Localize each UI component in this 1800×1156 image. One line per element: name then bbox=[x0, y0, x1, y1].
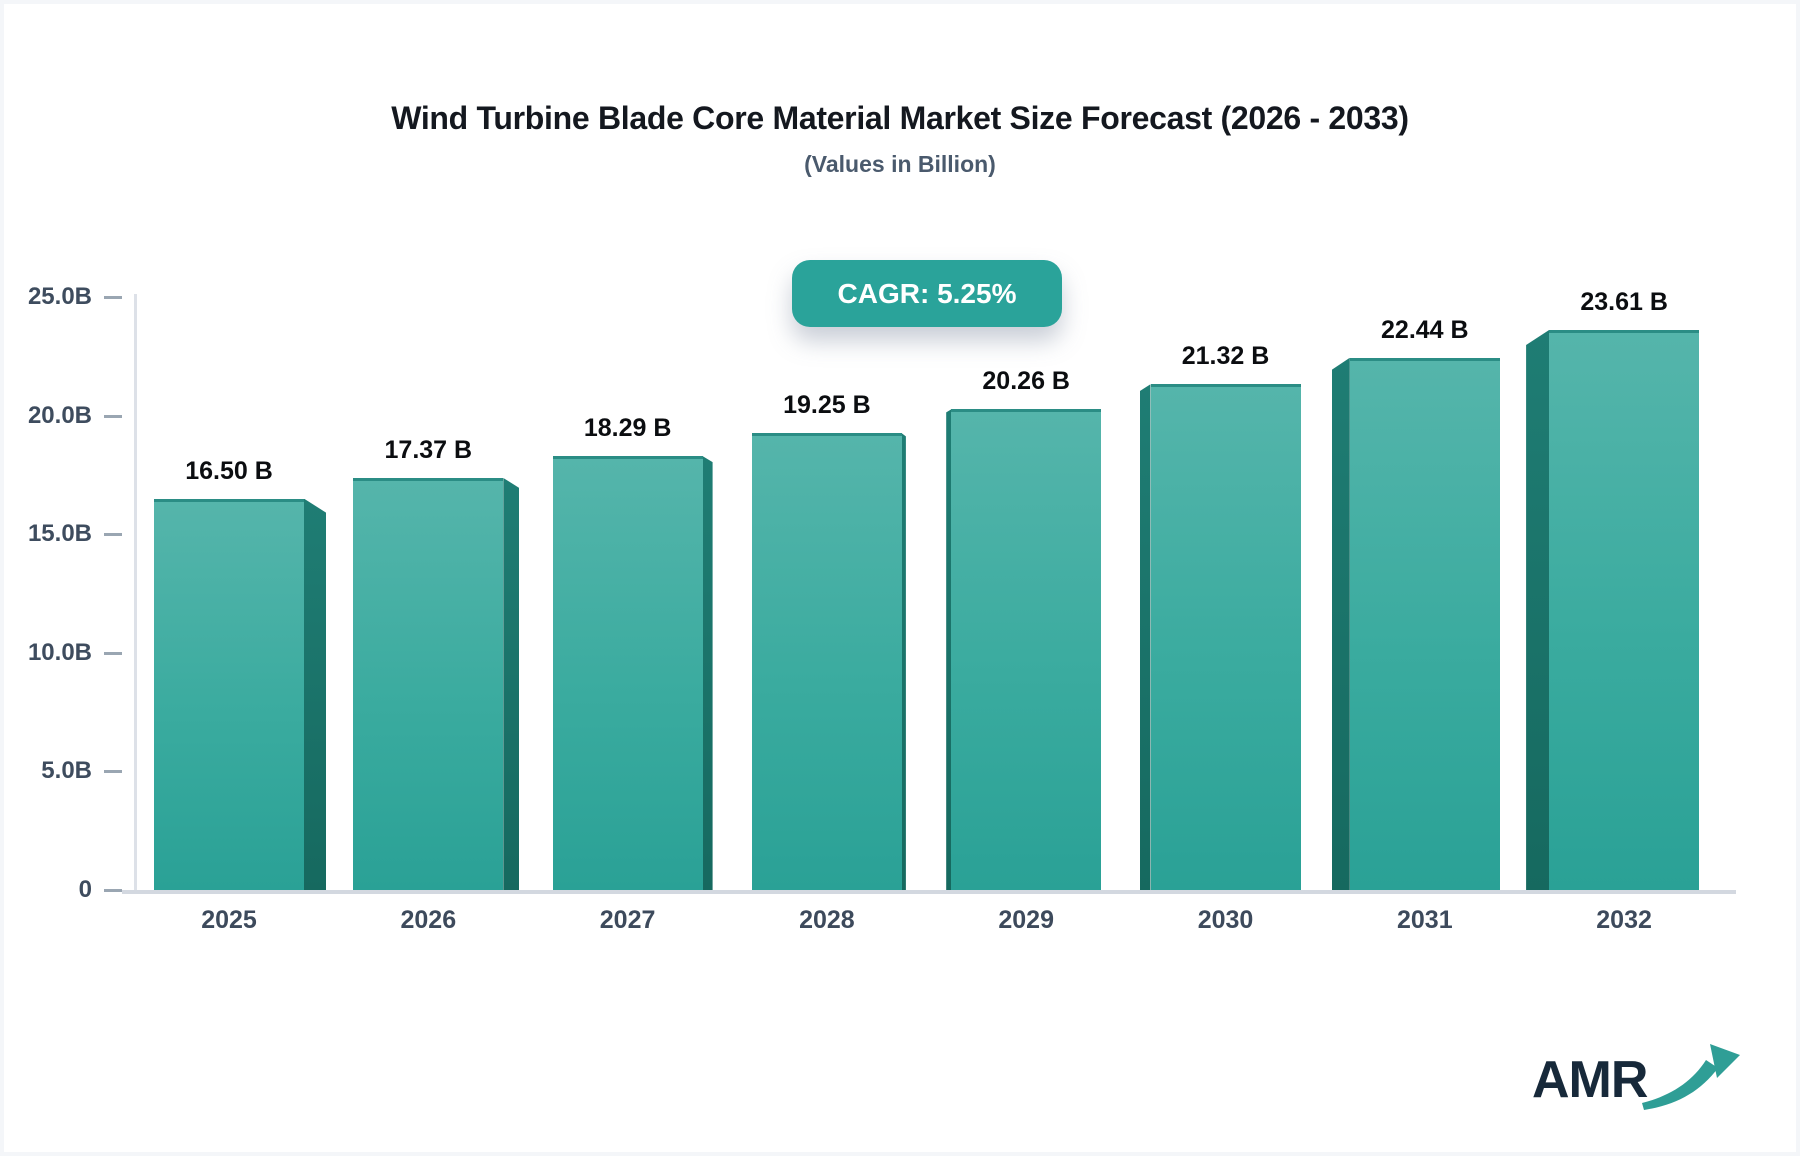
bar-value-label: 23.61 B bbox=[1580, 287, 1668, 316]
bar-side-face bbox=[901, 433, 906, 890]
y-axis-tick-mark bbox=[104, 533, 122, 537]
y-axis-tick-mark bbox=[104, 296, 122, 299]
x-axis-label: 2025 bbox=[201, 906, 257, 934]
x-axis-label: 2028 bbox=[799, 906, 855, 934]
x-axis-label: 2029 bbox=[998, 906, 1054, 934]
bar-side-face bbox=[503, 477, 520, 890]
bar-2028 bbox=[751, 433, 902, 890]
bar-value-label: 21.32 B bbox=[1181, 342, 1270, 371]
logo-arrow-icon bbox=[1642, 1044, 1740, 1110]
bar-side-face bbox=[1526, 329, 1550, 890]
cagr-badge: CAGR: 5.25% bbox=[792, 260, 1062, 327]
bar-2026 bbox=[353, 477, 504, 890]
y-axis-tick-label: 15.0B bbox=[27, 520, 92, 548]
bar-2027 bbox=[552, 456, 703, 890]
amr-logo-text: AMR bbox=[1532, 1051, 1648, 1109]
bar-value-label: 22.44 B bbox=[1381, 315, 1469, 344]
bar-value-label: 19.25 B bbox=[783, 391, 871, 420]
x-axis-label: 2026 bbox=[400, 906, 457, 934]
bar-side-face bbox=[946, 409, 952, 890]
y-axis-tick-label: 0 bbox=[78, 876, 92, 903]
bar-side-face bbox=[702, 456, 713, 890]
bar-side-face bbox=[304, 498, 326, 890]
x-axis-label: 2030 bbox=[1197, 906, 1254, 934]
bar-side-face bbox=[1331, 357, 1350, 890]
y-axis-line bbox=[134, 294, 137, 891]
bar-value-label: 16.50 B bbox=[185, 456, 273, 485]
y-axis-tick-label: 20.0B bbox=[27, 401, 92, 429]
y-axis-tick-label: 10.0B bbox=[27, 638, 92, 666]
y-axis-tick-mark bbox=[104, 770, 122, 774]
y-axis-tick-mark bbox=[104, 414, 122, 418]
bar-2030 bbox=[1150, 384, 1301, 890]
page-subtitle: (Values in Billion) bbox=[804, 151, 996, 177]
x-axis-label: 2031 bbox=[1396, 906, 1453, 934]
plot-area: 0 5.0B 10.0B 15.0B 20.0B 25.0B 16.50 B 2025 17.3… bbox=[4, 4, 1800, 1152]
bar-value-label: 17.37 B bbox=[384, 435, 473, 464]
amr-logo: AMR bbox=[1532, 1042, 1740, 1122]
bar-2029 bbox=[951, 409, 1102, 890]
bar-2031 bbox=[1349, 357, 1500, 890]
x-axis-label: 2032 bbox=[1596, 906, 1652, 934]
y-axis-tick-label: 5.0B bbox=[41, 757, 92, 785]
y-axis-tick-mark bbox=[104, 651, 122, 655]
x-axis-label: 2027 bbox=[599, 906, 656, 934]
bar-value-label: 20.26 B bbox=[982, 367, 1070, 396]
page-title: Wind Turbine Blade Core Material Market … bbox=[391, 100, 1409, 136]
x-axis-line bbox=[122, 890, 1736, 894]
bar-2032 bbox=[1549, 329, 1700, 890]
bar-2025 bbox=[154, 498, 304, 890]
y-axis-tick-mark bbox=[104, 889, 122, 892]
y-axis-tick-label: 25.0B bbox=[27, 283, 92, 310]
bar-side-face bbox=[1139, 384, 1151, 890]
bar-value-label: 18.29 B bbox=[583, 414, 672, 443]
chart-card: Wind Turbine Blade Core Material Market … bbox=[4, 4, 1796, 1152]
